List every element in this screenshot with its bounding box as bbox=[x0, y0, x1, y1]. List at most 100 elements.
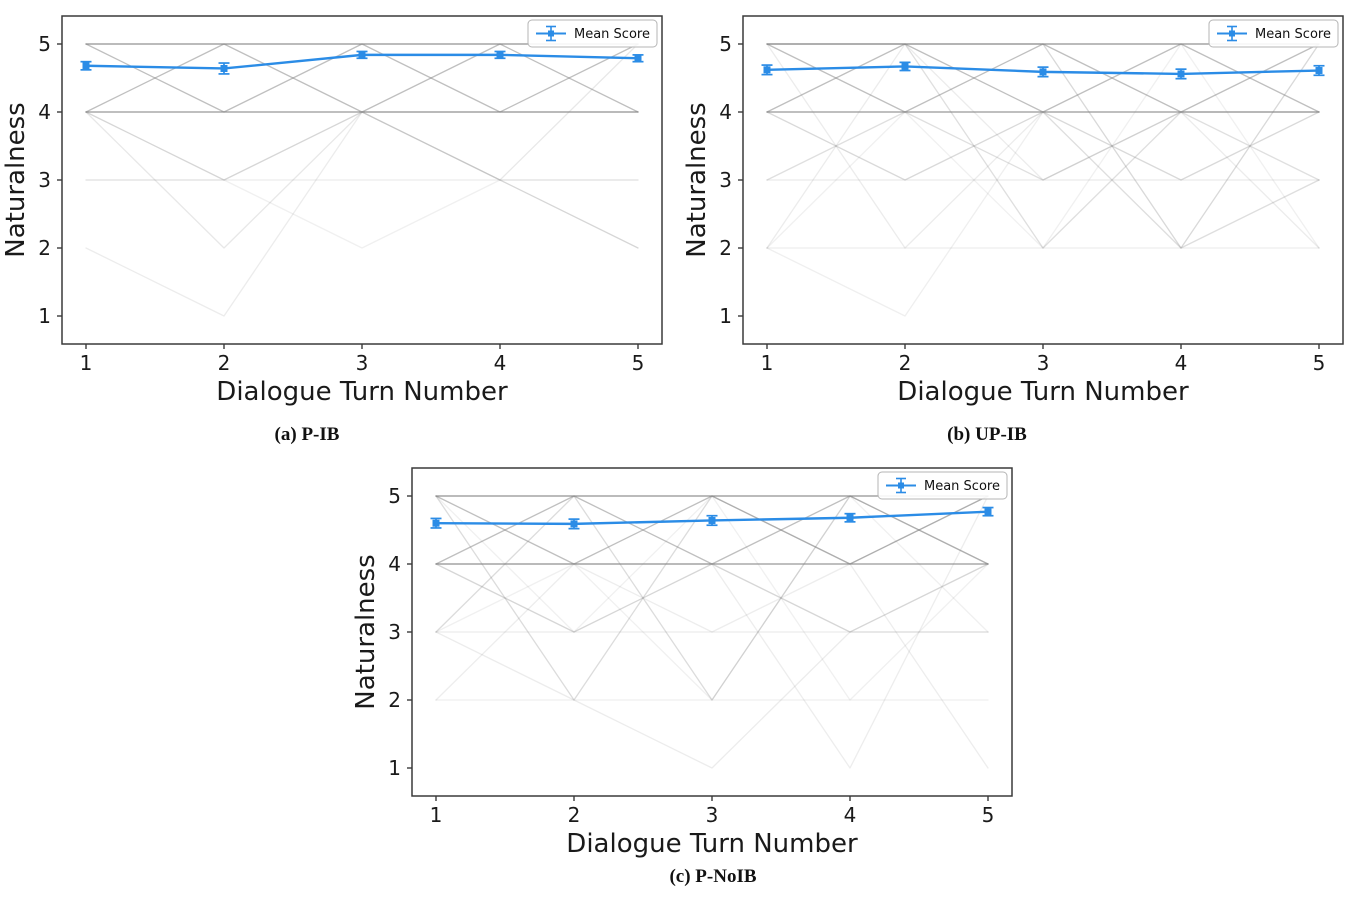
x-axis: 1 2 3 4 5 bbox=[80, 344, 645, 375]
individual-score-line bbox=[766, 43, 1320, 113]
mean-score-series bbox=[761, 61, 1325, 80]
mean-score-marker bbox=[763, 66, 771, 74]
mean-score-marker bbox=[570, 520, 578, 528]
individual-score-line bbox=[85, 111, 639, 249]
x-tick-label: 1 bbox=[761, 351, 774, 375]
mean-score-marker bbox=[901, 62, 909, 70]
individual-score-line bbox=[435, 631, 989, 769]
x-tick-label: 3 bbox=[1037, 351, 1050, 375]
y-axis: 5 4 3 2 1 bbox=[38, 32, 62, 328]
y-tick-label: 2 bbox=[388, 688, 401, 712]
individual-score-line bbox=[766, 43, 1320, 249]
legend-box bbox=[877, 471, 1008, 500]
individual-score-line bbox=[766, 111, 1320, 181]
mean-score-marker bbox=[496, 51, 504, 59]
x-tick-label: 4 bbox=[844, 803, 857, 827]
mean-score-series bbox=[430, 506, 994, 530]
individual-score-line bbox=[435, 495, 989, 769]
individual-score-line bbox=[766, 43, 1320, 113]
y-tick-label: 5 bbox=[719, 32, 732, 56]
individual-score-line bbox=[766, 43, 1320, 249]
y-tick-label: 5 bbox=[38, 32, 51, 56]
x-tick-label: 2 bbox=[218, 351, 231, 375]
individual-score-line bbox=[435, 495, 989, 701]
individual-score-line bbox=[435, 563, 989, 633]
x-tick-label: 2 bbox=[899, 351, 912, 375]
individual-lines-group bbox=[85, 43, 639, 317]
individual-score-line bbox=[435, 495, 989, 701]
y-axis-label: Naturalness bbox=[352, 554, 381, 709]
mean-score-marker bbox=[1039, 68, 1047, 76]
individual-score-line bbox=[766, 111, 1320, 317]
legend: Mean Score bbox=[1208, 19, 1339, 48]
individual-score-line bbox=[435, 495, 989, 701]
individual-lines-group bbox=[766, 43, 1320, 317]
y-tick-label: 3 bbox=[388, 620, 401, 644]
x-tick-label: 1 bbox=[430, 803, 443, 827]
individual-score-line bbox=[85, 179, 639, 249]
individual-score-line bbox=[435, 495, 989, 565]
individual-score-line bbox=[435, 495, 989, 701]
y-tick-label: 5 bbox=[388, 484, 401, 508]
mean-score-marker bbox=[358, 51, 366, 59]
y-axis-label: Naturalness bbox=[2, 102, 31, 257]
x-tick-label: 5 bbox=[632, 351, 645, 375]
y-tick-label: 3 bbox=[38, 168, 51, 192]
legend-label: Mean Score bbox=[924, 479, 1000, 494]
mean-score-marker bbox=[634, 54, 642, 62]
y-tick-label: 4 bbox=[388, 552, 401, 576]
y-tick-label: 1 bbox=[388, 756, 401, 780]
legend-box bbox=[1208, 19, 1339, 48]
caption-subfigure-b: (b) UP-IB bbox=[947, 424, 1027, 445]
y-tick-label: 1 bbox=[719, 304, 732, 328]
individual-score-line bbox=[435, 563, 989, 769]
subfigure-a: 1 2 3 4 5 5 4 3 2 1 Dialogue Turn Number Naturalnes… bbox=[2, 6, 674, 406]
x-tick-label: 3 bbox=[356, 351, 369, 375]
individual-score-line bbox=[85, 111, 639, 317]
individual-score-line bbox=[766, 43, 1320, 249]
legend-box bbox=[527, 19, 658, 48]
x-tick-label: 2 bbox=[568, 803, 581, 827]
x-axis-label: Dialogue Turn Number bbox=[216, 377, 508, 406]
legend-marker-glyph bbox=[548, 30, 554, 37]
legend-label: Mean Score bbox=[574, 27, 650, 42]
individual-score-line bbox=[766, 111, 1320, 181]
legend-marker-glyph bbox=[1229, 30, 1235, 37]
legend-marker-glyph bbox=[898, 482, 904, 489]
mean-score-marker bbox=[1315, 67, 1323, 75]
x-axis-label: Dialogue Turn Number bbox=[897, 377, 1189, 406]
x-axis-label: Dialogue Turn Number bbox=[566, 829, 858, 858]
individual-score-line bbox=[766, 43, 1320, 249]
mean-score-marker bbox=[984, 508, 992, 516]
y-tick-label: 3 bbox=[719, 168, 732, 192]
legend-label: Mean Score bbox=[1255, 27, 1331, 42]
caption-subfigure-c: (c) P-NoIB bbox=[669, 866, 757, 887]
mean-score-marker bbox=[220, 64, 228, 72]
individual-score-line bbox=[766, 43, 1320, 249]
y-axis: 5 4 3 2 1 bbox=[719, 32, 743, 328]
mean-score-marker bbox=[82, 62, 90, 70]
mean-score-marker bbox=[708, 516, 716, 524]
x-axis: 1 2 3 4 5 bbox=[761, 344, 1326, 375]
legend: Mean Score bbox=[527, 19, 658, 48]
individual-score-line bbox=[435, 495, 989, 565]
x-tick-label: 4 bbox=[1175, 351, 1188, 375]
line-chart-up-ib: 1 2 3 4 5 5 4 3 2 1 Dialogue Turn Number Naturalnes… bbox=[683, 15, 1344, 406]
y-tick-label: 4 bbox=[38, 100, 51, 124]
x-axis: 1 2 3 4 5 bbox=[430, 796, 994, 827]
mean-score-marker bbox=[1177, 70, 1185, 78]
legend: Mean Score bbox=[877, 471, 1008, 500]
x-tick-label: 4 bbox=[494, 351, 507, 375]
mean-score-marker bbox=[432, 519, 440, 527]
y-tick-label: 2 bbox=[38, 236, 51, 260]
individual-score-line bbox=[85, 43, 639, 249]
y-tick-label: 2 bbox=[719, 236, 732, 260]
subfigure-c: 1 2 3 4 5 5 4 3 2 1 Dialogue Turn Number Naturalnes… bbox=[352, 458, 1024, 858]
x-tick-label: 3 bbox=[706, 803, 719, 827]
x-tick-label: 5 bbox=[1313, 351, 1326, 375]
individual-score-line bbox=[85, 43, 639, 113]
mean-score-series bbox=[80, 50, 644, 75]
individual-lines-group bbox=[435, 495, 989, 769]
y-axis-label: Naturalness bbox=[683, 102, 712, 257]
